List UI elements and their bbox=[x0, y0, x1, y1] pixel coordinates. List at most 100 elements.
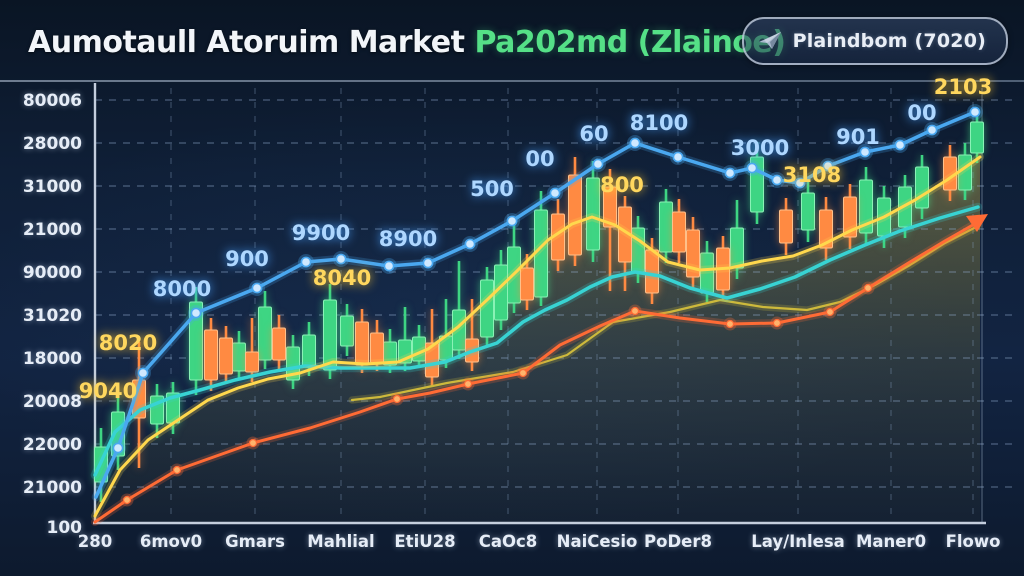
orange-marker bbox=[725, 319, 735, 329]
data-label: 9900 bbox=[292, 221, 350, 245]
data-label: 8040 bbox=[313, 266, 371, 290]
candle-body bbox=[232, 342, 246, 372]
orange-marker bbox=[863, 283, 873, 293]
title-main: Aumotaull Atoruim Market bbox=[28, 24, 465, 60]
data-label: 500 bbox=[470, 177, 514, 201]
x-axis-label: NaiCesio bbox=[557, 532, 638, 551]
blue-marker bbox=[672, 151, 684, 163]
blue-marker bbox=[629, 137, 641, 149]
data-label: 900 bbox=[225, 247, 269, 271]
y-axis-label: 18000 bbox=[23, 349, 82, 369]
candle-body bbox=[340, 315, 354, 347]
y-axis-label: 21000 bbox=[23, 478, 82, 498]
data-label: 00 bbox=[525, 147, 554, 171]
candle-body bbox=[204, 329, 218, 381]
data-label: 3108 bbox=[783, 163, 841, 187]
line-yellow bbox=[93, 155, 982, 518]
orange-marker bbox=[463, 379, 473, 389]
orange-marker bbox=[630, 306, 640, 316]
yellow-data-labels: 8020 9040 8040 800 3108 2103 bbox=[79, 75, 992, 403]
blue-marker bbox=[894, 139, 906, 151]
title-highlight: Pa202md (Zlainoe) bbox=[474, 24, 786, 60]
x-axis-label: CaOc8 bbox=[479, 532, 538, 551]
page-header: Aumotaull Atoruim Market Pa202md (Zlainoe… bbox=[28, 14, 794, 70]
y-axis-label: 31020 bbox=[23, 306, 82, 326]
candle-body bbox=[970, 121, 984, 154]
axis-tick-labels: 8000628000310002100090000310201800020008… bbox=[23, 91, 1001, 551]
data-label: 8100 bbox=[630, 111, 688, 135]
candle-body bbox=[323, 299, 337, 371]
candle-body bbox=[189, 301, 203, 381]
y-axis-label: 28000 bbox=[23, 134, 82, 154]
blue-data-labels: 8000 900 9900 8900 500 00 60 8100 3000 901 00 bbox=[153, 101, 937, 301]
x-axis-label: Gmars bbox=[225, 532, 285, 551]
line-orange bbox=[93, 220, 980, 524]
x-axis-label: Lay/Inlesa bbox=[751, 532, 845, 551]
candle-body bbox=[245, 351, 259, 373]
blue-marker bbox=[794, 177, 806, 189]
candle-body bbox=[819, 209, 833, 249]
blue-marker bbox=[422, 257, 434, 269]
data-label: 8900 bbox=[379, 227, 437, 251]
blue-marker bbox=[771, 174, 783, 186]
data-label: 60 bbox=[579, 122, 608, 146]
blue-marker bbox=[724, 167, 736, 179]
candle-body bbox=[672, 211, 686, 253]
data-label: 800 bbox=[600, 173, 644, 197]
candle-body bbox=[859, 179, 873, 234]
blue-marker bbox=[859, 146, 871, 158]
x-axis-label: 280 bbox=[78, 532, 112, 551]
data-label: 00 bbox=[907, 101, 936, 125]
orange-marker bbox=[122, 495, 132, 505]
blue-marker bbox=[822, 160, 834, 172]
blue-marker bbox=[549, 187, 561, 199]
data-label: 8000 bbox=[153, 277, 211, 301]
candle-body bbox=[272, 327, 286, 361]
orange-marker bbox=[248, 438, 258, 448]
candle-body bbox=[219, 337, 233, 375]
orange-marker bbox=[392, 394, 402, 404]
y-axis-label: 90000 bbox=[23, 263, 82, 283]
orange-marker bbox=[172, 465, 182, 475]
x-axis-label: EtiU28 bbox=[394, 532, 455, 551]
area-fill bbox=[95, 157, 980, 523]
blue-marker bbox=[926, 124, 938, 136]
blue-marker bbox=[251, 282, 263, 294]
line-olive bbox=[350, 224, 980, 402]
x-axis-label: Maner0 bbox=[856, 532, 926, 551]
candle-body bbox=[520, 267, 534, 301]
line-blue bbox=[94, 110, 977, 499]
candle-body bbox=[370, 332, 384, 364]
page-title: Aumotaull Atoruim Market Pa202md (Zlainoe… bbox=[28, 24, 786, 60]
blue-marker bbox=[137, 367, 149, 379]
data-label: 8020 bbox=[99, 331, 157, 355]
candle-body bbox=[480, 279, 494, 338]
paper-plane-icon bbox=[758, 32, 781, 49]
candle-body bbox=[603, 186, 617, 228]
blue-marker bbox=[112, 442, 124, 454]
candle-body bbox=[425, 342, 439, 378]
blue-marker bbox=[335, 253, 347, 265]
x-axis-label: PoDer8 bbox=[644, 532, 712, 551]
candle-body bbox=[843, 196, 857, 238]
blue-marker bbox=[969, 106, 981, 118]
blue-marker bbox=[190, 307, 202, 319]
line-cyan bbox=[93, 205, 980, 477]
y-axis-label: 22000 bbox=[23, 435, 82, 455]
candle-body bbox=[355, 321, 369, 366]
orange-marker bbox=[518, 368, 528, 378]
data-label: 3000 bbox=[731, 136, 789, 160]
candle-body bbox=[779, 209, 793, 244]
candle-body bbox=[659, 201, 673, 253]
header-divider bbox=[0, 80, 1024, 82]
blue-marker bbox=[592, 158, 604, 170]
candle-body bbox=[801, 192, 815, 231]
candle-body bbox=[286, 346, 300, 381]
y-axis-label: 20008 bbox=[23, 392, 82, 412]
candle-body bbox=[686, 229, 700, 278]
y-axis-label: 100 bbox=[47, 518, 83, 538]
legend-badge-button[interactable]: Plaindbom (7020) bbox=[741, 17, 1008, 65]
data-label: 901 bbox=[836, 125, 880, 149]
y-axis-label: 80006 bbox=[23, 91, 82, 111]
